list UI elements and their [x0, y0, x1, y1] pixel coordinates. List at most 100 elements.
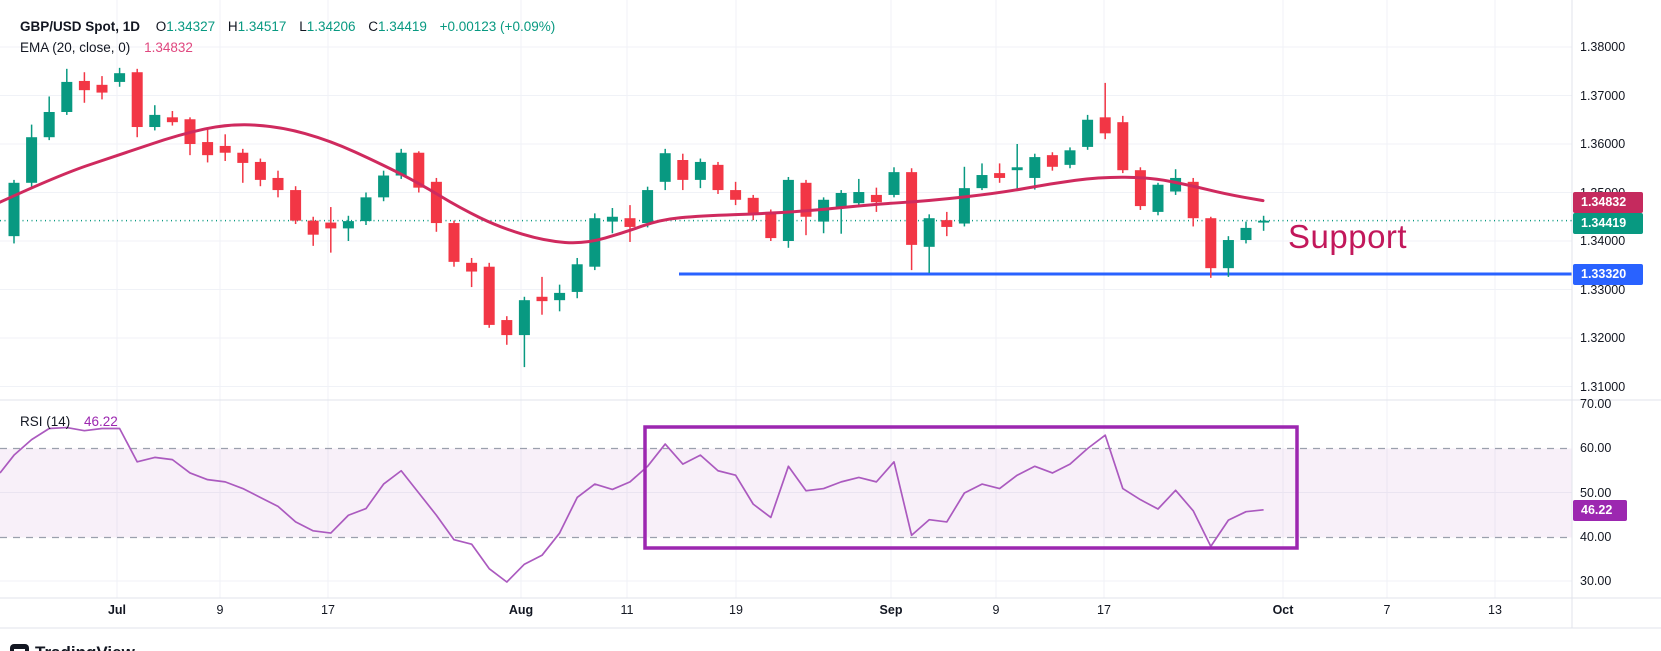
low-value: 1.34206 — [306, 19, 356, 34]
axis-time-label: 7 — [1383, 603, 1391, 617]
candle-body — [114, 73, 126, 82]
axis-time-label: 17 — [321, 603, 335, 617]
candle-body — [888, 172, 900, 195]
support-text-annotation[interactable]: Support — [1288, 218, 1408, 255]
price-axis[interactable]: 1.380001.370001.360001.350001.340001.330… — [1572, 0, 1661, 628]
candle-body — [994, 173, 1006, 178]
low-label: L — [299, 19, 307, 34]
candle-body — [659, 153, 671, 182]
candle-body — [624, 218, 636, 227]
ema-indicator-value: 1.34832 — [144, 40, 193, 55]
candle-body — [958, 188, 970, 224]
candle-body — [149, 114, 161, 128]
candle-body — [870, 194, 882, 203]
candle-body — [782, 179, 794, 241]
rsi-highlight-rectangle[interactable] — [643, 425, 1299, 550]
change-value: +0.00123 (+0.09%) — [439, 19, 556, 34]
axis-price-label: 60.00 — [1580, 441, 1612, 455]
candle-body — [835, 192, 847, 209]
candle-body — [694, 161, 706, 180]
candle-body — [448, 223, 460, 262]
axis-time-label: Aug — [508, 603, 534, 617]
last-price-badge: 1.34419 — [1573, 212, 1643, 234]
axis-price-label: 50.00 — [1580, 485, 1612, 500]
tradingview-logo[interactable]: TradingView — [10, 643, 135, 651]
axis-price-label: 30.00 — [1580, 574, 1612, 588]
candle-body — [202, 142, 214, 156]
candle-body — [606, 216, 618, 222]
candle-body — [536, 296, 548, 302]
candle-body — [1082, 119, 1094, 147]
close-label: C — [368, 19, 379, 34]
rsi-line — [0, 426, 1264, 583]
axis-time-label: 11 — [620, 603, 634, 617]
open-label: O — [155, 19, 167, 34]
candle-body — [378, 175, 390, 198]
candle-body — [307, 220, 319, 235]
axis-price-label: 1.34000 — [1580, 234, 1626, 248]
candle-body — [853, 192, 865, 204]
ema-indicator-label: EMA (20, close, 0) — [20, 40, 131, 55]
candle-body — [642, 190, 654, 224]
candle-body — [571, 264, 583, 292]
axis-price-label: 1.38000 — [1580, 40, 1626, 54]
axis-time-label: Oct — [1272, 603, 1294, 617]
axis-price-label: 1.37000 — [1580, 88, 1626, 103]
candle-body — [712, 164, 724, 191]
rsi-legend[interactable]: RSI (14) 46.22 — [20, 414, 118, 429]
candle-body — [1187, 181, 1199, 219]
candle-body — [8, 182, 20, 237]
candle-body — [1117, 122, 1129, 171]
candle-body — [976, 175, 988, 189]
candle-body — [342, 221, 354, 229]
candle-body — [1064, 150, 1076, 165]
high-label: H — [227, 19, 238, 34]
candle-body — [800, 182, 812, 217]
candle-body — [730, 190, 742, 200]
symbol-legend[interactable]: GBP/USD Spot, 1D O1.34327 H1.34517 L1.34… — [20, 16, 555, 58]
close-value: 1.34419 — [378, 19, 427, 34]
candle-body — [395, 152, 407, 176]
candle-body — [1170, 177, 1182, 192]
time-axis[interactable]: Jul 9 17 Aug 11 19 Sep 9 17 Oct 7 13 — [0, 598, 1572, 628]
candle-body — [1029, 157, 1041, 178]
candle-body — [96, 84, 108, 93]
candle-body — [219, 145, 231, 153]
high-value: 1.34517 — [237, 19, 287, 34]
candle-body — [430, 181, 442, 224]
candle-body — [1258, 220, 1270, 223]
candle-body — [254, 161, 266, 180]
candle-body — [677, 160, 689, 180]
candle-body — [589, 218, 601, 267]
axis-price-label: 70.00 — [1580, 397, 1612, 411]
candle-body — [166, 117, 178, 123]
candle-body — [290, 190, 302, 221]
candle-body — [1134, 170, 1146, 207]
support-level-badge: 1.33320 — [1573, 263, 1643, 285]
candle-body — [518, 300, 530, 336]
candle-body — [483, 266, 495, 325]
ema-legend-row[interactable]: EMA (20, close, 0) 1.34832 — [20, 37, 555, 58]
ema-badge: 1.34832 — [1573, 191, 1643, 213]
candle-body — [923, 218, 935, 247]
rsi-indicator-value: 46.22 — [84, 414, 118, 429]
axis-time-label: 19 — [729, 603, 743, 617]
rsi-indicator-label: RSI (14) — [20, 414, 71, 429]
open-value: 1.34327 — [166, 19, 216, 34]
tradingview-glyph-icon — [10, 643, 29, 651]
candle-body — [747, 197, 759, 213]
candle-body — [61, 81, 73, 112]
axis-price-label: 40.00 — [1580, 530, 1612, 544]
candle-body — [501, 320, 513, 336]
axis-price-label: 1.36000 — [1580, 137, 1626, 151]
candle-body — [1011, 167, 1023, 171]
candle-body — [131, 72, 143, 128]
candle-body — [413, 152, 425, 188]
candle-body — [1152, 184, 1164, 212]
candle-body — [237, 152, 249, 163]
symbol-legend-row1: GBP/USD Spot, 1D O1.34327 H1.34517 L1.34… — [20, 16, 555, 37]
candle-body — [43, 111, 55, 138]
axis-time-label: 9 — [216, 603, 224, 617]
candle-body — [360, 197, 372, 222]
